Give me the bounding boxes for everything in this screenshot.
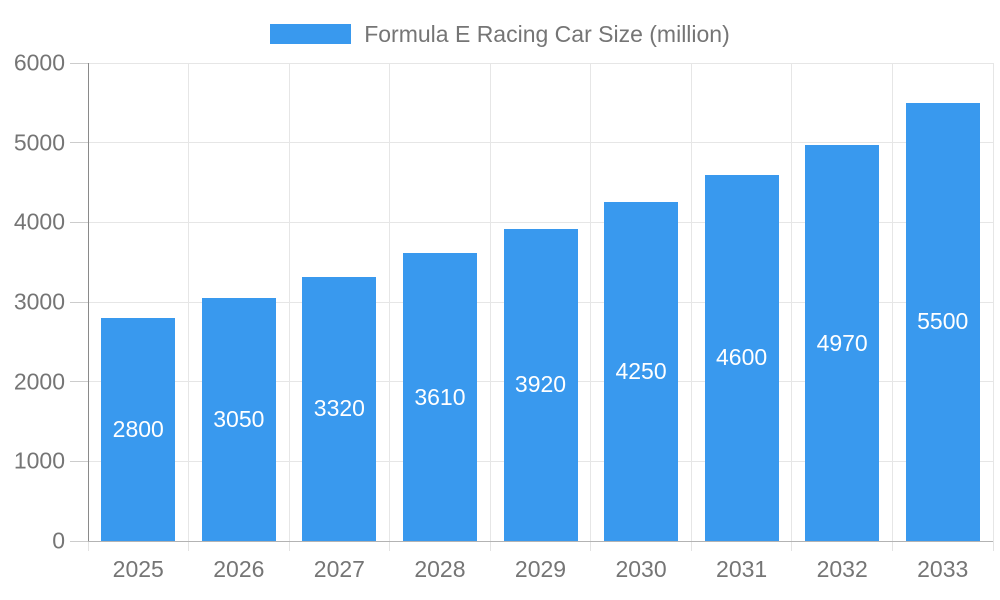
y-axis-tick	[70, 221, 88, 223]
y-axis-tick	[70, 460, 88, 462]
bar-value-label: 3920	[514, 371, 567, 398]
bar[interactable]: 3610	[402, 253, 477, 541]
bar[interactable]: 4250	[604, 202, 679, 541]
x-axis-line	[88, 540, 993, 542]
bar-value-label: 4250	[615, 358, 667, 385]
x-axis-label: 2032	[816, 556, 868, 582]
chart-title: Formula E Racing Car Size (million)	[364, 20, 730, 47]
x-axis-tick	[791, 541, 793, 551]
y-axis-tick	[70, 62, 88, 64]
x-axis-tick	[590, 541, 592, 551]
x-axis-label: 2033	[917, 556, 969, 582]
bar[interactable]: 2800	[101, 317, 176, 541]
h-gridline	[88, 142, 993, 144]
x-axis-tick	[992, 541, 994, 551]
y-axis-label: 4000	[13, 208, 65, 235]
h-gridline	[88, 62, 993, 64]
y-axis-label: 6000	[13, 49, 65, 76]
bar-value-label: 2800	[112, 415, 164, 442]
y-axis-label: 5000	[13, 129, 65, 156]
bar-value-label: 3610	[414, 383, 466, 410]
bar[interactable]: 3320	[302, 276, 377, 541]
bar[interactable]: 3920	[503, 228, 578, 541]
x-axis-tick	[489, 541, 491, 551]
y-axis-line	[87, 63, 89, 541]
x-axis-tick	[690, 541, 692, 551]
x-axis-tick	[389, 541, 391, 551]
bar[interactable]: 4970	[805, 145, 880, 541]
x-axis-label: 2027	[313, 556, 365, 582]
y-axis-tick	[70, 540, 88, 542]
h-gridline	[88, 221, 993, 223]
legend-swatch	[270, 24, 352, 44]
y-axis-label: 0	[52, 527, 65, 554]
x-axis-label: 2025	[112, 556, 164, 582]
x-axis-label: 2028	[414, 556, 466, 582]
x-axis-tick	[87, 541, 89, 551]
y-axis-label: 3000	[13, 288, 65, 315]
bar-value-label: 4600	[716, 344, 768, 371]
x-axis-label: 2031	[716, 556, 768, 582]
chart-legend[interactable]: Formula E Racing Car Size (million)	[0, 14, 1000, 54]
bar-value-label: 4970	[816, 329, 868, 356]
x-axis-label: 2026	[213, 556, 265, 582]
x-axis-tick	[891, 541, 893, 551]
bar[interactable]: 5500	[905, 102, 980, 541]
v-gridline	[992, 63, 994, 541]
bar[interactable]: 4600	[704, 174, 779, 541]
bar-value-label: 3320	[313, 395, 365, 422]
x-axis-label: 2030	[615, 556, 667, 582]
y-axis-tick	[70, 381, 88, 383]
bar-value-label: 3050	[213, 406, 265, 433]
x-axis-label: 2029	[514, 556, 567, 582]
y-axis-label: 2000	[13, 368, 65, 395]
bar[interactable]: 3050	[201, 298, 276, 541]
x-axis-tick	[188, 541, 190, 551]
y-axis-tick	[70, 142, 88, 144]
x-axis-tick	[288, 541, 290, 551]
bar-value-label: 5500	[917, 308, 969, 335]
y-axis-label: 1000	[13, 447, 65, 474]
plot-area: 0 1000 2000 3000 4000 5000 6000 2800 2025 3050 202…	[14, 50, 994, 582]
y-axis-tick	[70, 301, 88, 303]
